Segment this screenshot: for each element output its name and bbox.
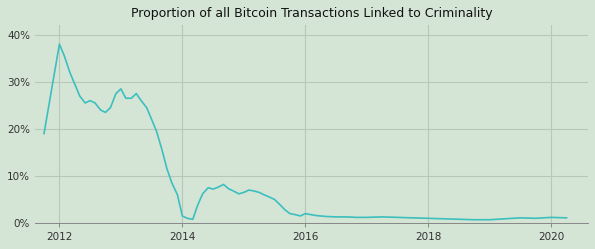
- Title: Proportion of all Bitcoin Transactions Linked to Criminality: Proportion of all Bitcoin Transactions L…: [131, 7, 492, 20]
